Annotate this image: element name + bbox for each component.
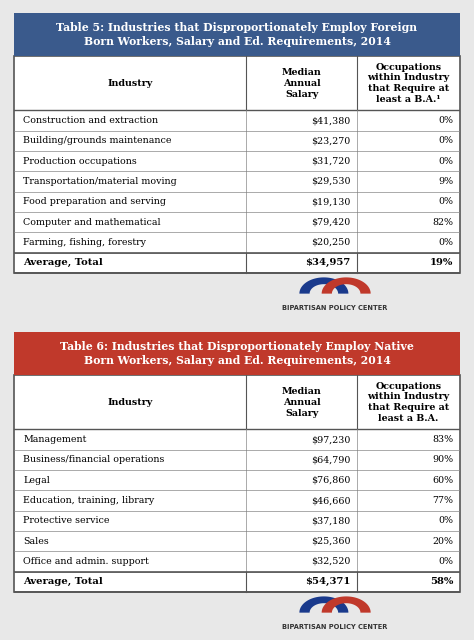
Text: Farming, fishing, forestry: Farming, fishing, forestry <box>23 238 146 247</box>
Text: $32,520: $32,520 <box>311 557 351 566</box>
Text: 77%: 77% <box>432 496 453 505</box>
Bar <box>14 375 460 592</box>
Text: $46,660: $46,660 <box>311 496 351 505</box>
Bar <box>14 56 460 273</box>
Text: $79,420: $79,420 <box>311 218 351 227</box>
Text: Business/financial operations: Business/financial operations <box>23 456 164 465</box>
Text: $20,250: $20,250 <box>311 238 351 247</box>
Text: Sales: Sales <box>23 537 49 546</box>
Text: Computer and mathematical: Computer and mathematical <box>23 218 161 227</box>
Text: Table 6: Industries that Disproportionately Employ Native
Born Workers, Salary a: Table 6: Industries that Disproportionat… <box>60 340 414 366</box>
Text: 58%: 58% <box>430 577 453 586</box>
Text: $25,360: $25,360 <box>311 537 351 546</box>
Text: Legal: Legal <box>23 476 50 484</box>
Text: 0%: 0% <box>438 516 453 525</box>
Text: Occupations
within Industry
that Require at
least a B.A.¹: Occupations within Industry that Require… <box>367 63 450 104</box>
Text: BIPARTISAN POLICY CENTER: BIPARTISAN POLICY CENTER <box>283 624 388 630</box>
Text: 0%: 0% <box>438 557 453 566</box>
Text: Protective service: Protective service <box>23 516 109 525</box>
Text: Median
Annual
Salary: Median Annual Salary <box>282 387 321 417</box>
Text: Industry: Industry <box>108 79 153 88</box>
Text: Building/grounds maintenance: Building/grounds maintenance <box>23 136 172 145</box>
Text: 83%: 83% <box>432 435 453 444</box>
Text: $41,380: $41,380 <box>311 116 351 125</box>
Text: Industry: Industry <box>108 398 153 407</box>
Text: 9%: 9% <box>438 177 453 186</box>
Text: Food preparation and serving: Food preparation and serving <box>23 197 166 206</box>
Bar <box>14 332 460 375</box>
Polygon shape <box>322 596 371 612</box>
Polygon shape <box>322 277 371 294</box>
Polygon shape <box>300 277 348 294</box>
Text: Education, training, library: Education, training, library <box>23 496 155 505</box>
Text: 0%: 0% <box>438 197 453 206</box>
Text: Construction and extraction: Construction and extraction <box>23 116 158 125</box>
Text: 20%: 20% <box>432 537 453 546</box>
Text: Office and admin. support: Office and admin. support <box>23 557 149 566</box>
Text: Median
Annual
Salary: Median Annual Salary <box>282 68 321 99</box>
Text: 60%: 60% <box>432 476 453 484</box>
Text: $54,371: $54,371 <box>305 577 351 586</box>
Text: BIPARTISAN POLICY CENTER: BIPARTISAN POLICY CENTER <box>283 305 388 311</box>
Text: $64,790: $64,790 <box>311 456 351 465</box>
Text: 90%: 90% <box>432 456 453 465</box>
Text: 0%: 0% <box>438 157 453 166</box>
Polygon shape <box>300 596 348 612</box>
Text: 0%: 0% <box>438 238 453 247</box>
Text: Production occupations: Production occupations <box>23 157 137 166</box>
Text: $19,130: $19,130 <box>311 197 351 206</box>
Text: $97,230: $97,230 <box>311 435 351 444</box>
Text: $34,957: $34,957 <box>305 259 351 268</box>
Text: $29,530: $29,530 <box>311 177 351 186</box>
Text: Transportation/material moving: Transportation/material moving <box>23 177 177 186</box>
Text: 0%: 0% <box>438 136 453 145</box>
Text: Average, Total: Average, Total <box>23 259 103 268</box>
Text: $31,720: $31,720 <box>311 157 351 166</box>
Text: $76,860: $76,860 <box>311 476 351 484</box>
Text: $37,180: $37,180 <box>311 516 351 525</box>
Text: $23,270: $23,270 <box>311 136 351 145</box>
Text: Occupations
within Industry
that Require at
least a B.A.: Occupations within Industry that Require… <box>367 381 450 423</box>
Text: 0%: 0% <box>438 116 453 125</box>
Bar <box>14 13 460 56</box>
Text: Management: Management <box>23 435 87 444</box>
Text: 82%: 82% <box>432 218 453 227</box>
Text: Average, Total: Average, Total <box>23 577 103 586</box>
Text: Table 5: Industries that Disproportionately Employ Foreign
Born Workers, Salary : Table 5: Industries that Disproportionat… <box>56 22 418 47</box>
Text: 19%: 19% <box>430 259 453 268</box>
